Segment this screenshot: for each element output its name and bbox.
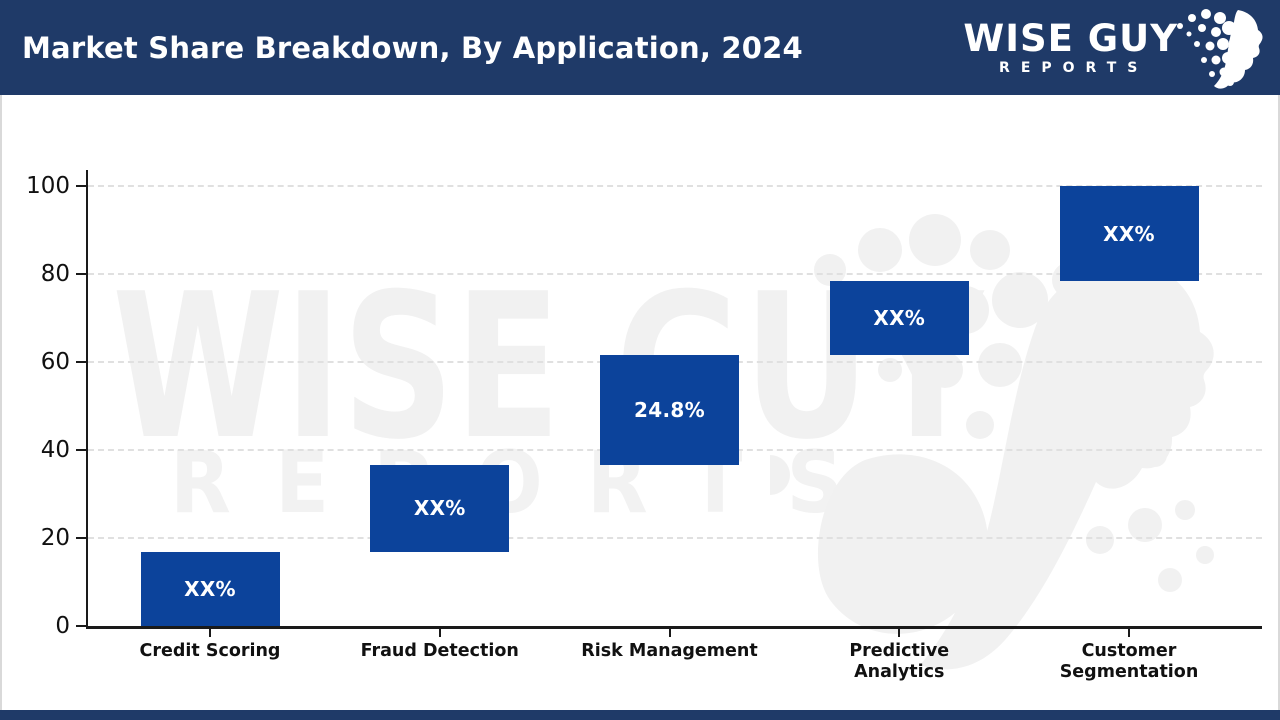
logo-subtitle: REPORTS [999, 59, 1149, 76]
footer-bar [0, 710, 1280, 720]
header-bar: Market Share Breakdown, By Application, … [0, 0, 1280, 95]
chart-card [0, 95, 1280, 710]
wiseguy-logo: WISE GUY REPORTS [963, 4, 1280, 92]
logo-face-icon [1177, 8, 1263, 89]
logo-wordmark: WISE GUY [963, 16, 1178, 60]
page-title: Market Share Breakdown, By Application, … [22, 30, 803, 65]
logo-text: WISE GUY REPORTS [963, 20, 1178, 76]
